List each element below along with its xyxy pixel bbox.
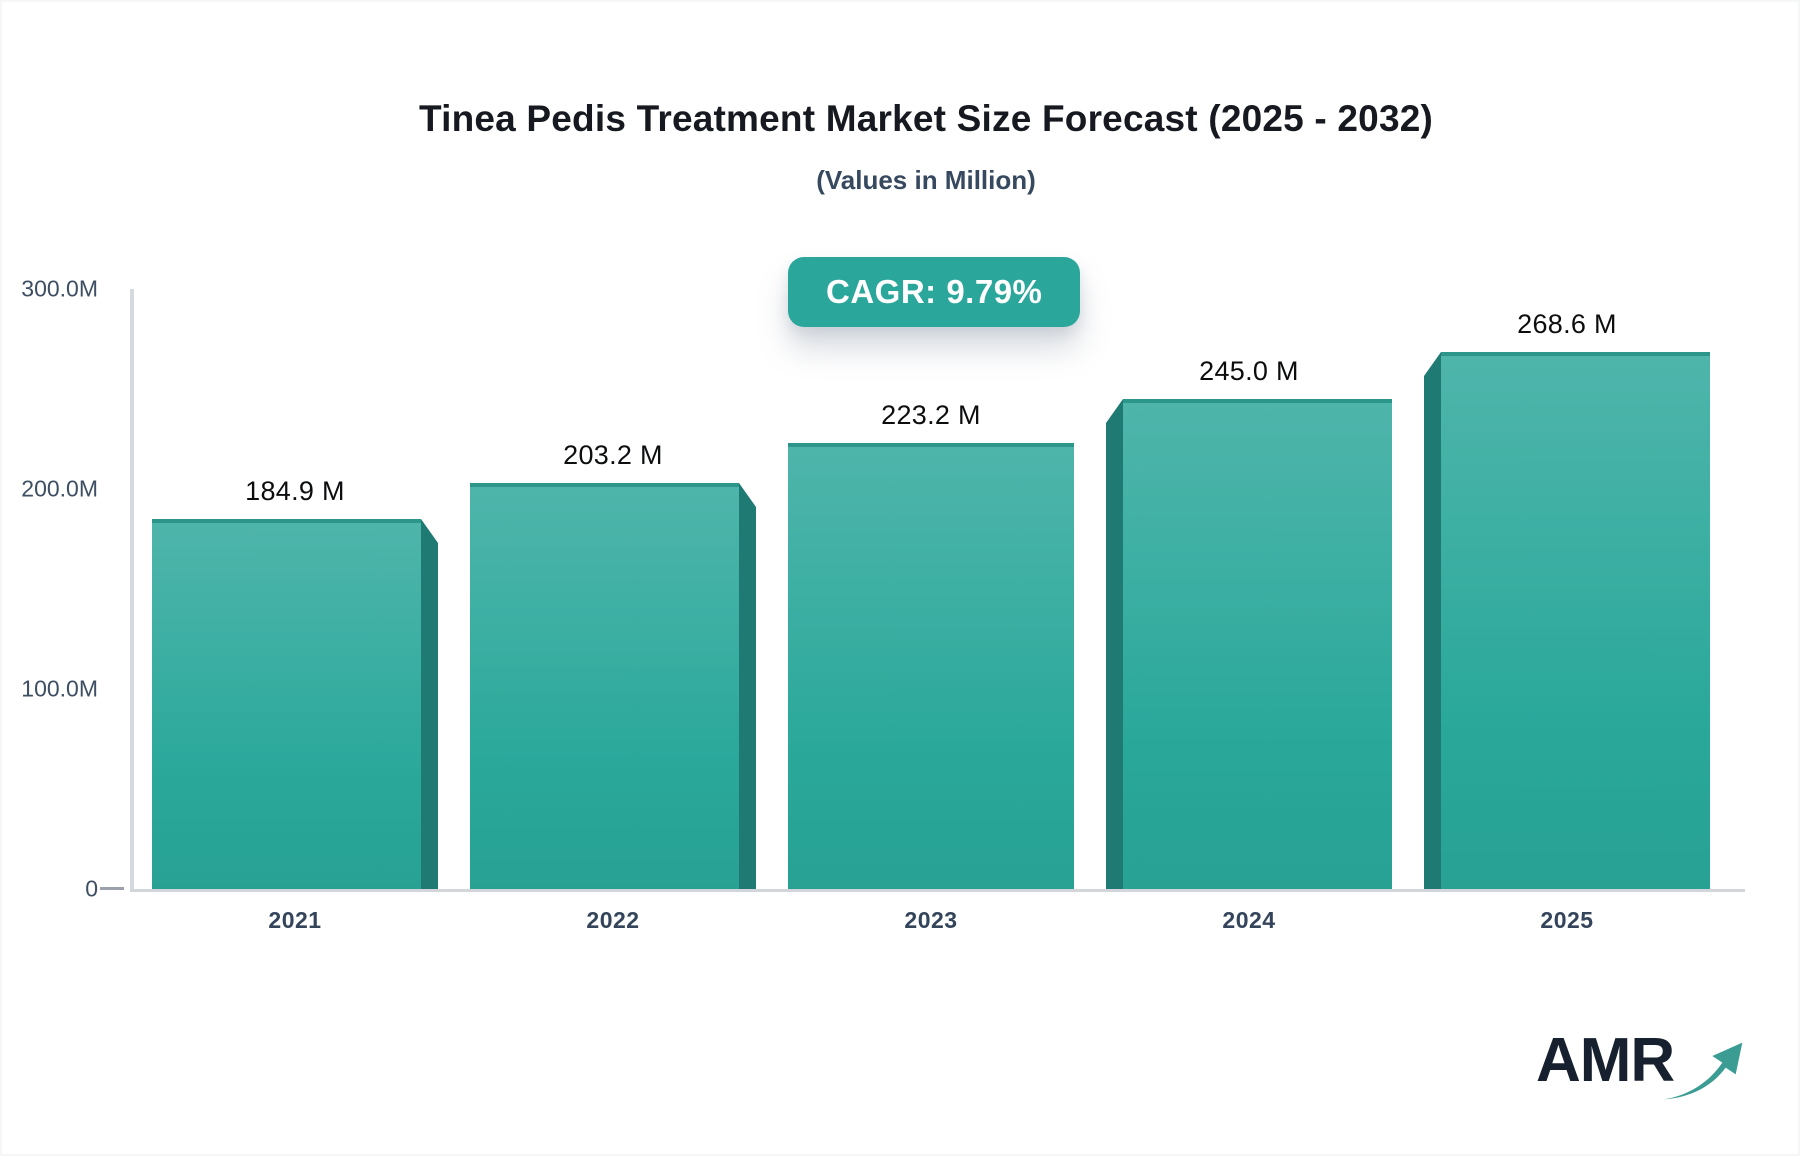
chart-subtitle: (Values in Million) [816, 164, 1036, 195]
x-axis-category-label: 2025 [1540, 907, 1594, 933]
bar-2023 [788, 443, 1074, 889]
bar-face [152, 519, 421, 889]
bar-2021 [152, 519, 438, 889]
chart-header: Tinea Pedis Treatment Market Size Foreca… [2, 98, 1800, 196]
bar-value-label: 268.6 M [1517, 309, 1617, 339]
y-tick-label: 100.0M [21, 675, 98, 702]
bar-2022 [470, 483, 756, 889]
bar-3d-edge [1424, 352, 1441, 889]
bar-face [1123, 399, 1392, 889]
y-tick-label: 300.0M [21, 275, 98, 302]
cagr-badge: CAGR: 9.79% [788, 257, 1081, 327]
bar-chart-plot: 300.0M 200.0M 100.0M 0 184.9 M 203.2 M 223.2 … [21, 276, 1745, 933]
x-axis-category-label: 2022 [586, 907, 640, 933]
bar-face [1441, 352, 1710, 889]
y-tick-label: 0 [85, 875, 98, 902]
x-axis-category-label: 2023 [904, 907, 958, 933]
bar-3d-edge [421, 519, 438, 889]
y-tick-label: 200.0M [21, 475, 98, 502]
y-axis-line [130, 289, 134, 889]
bar-value-label: 245.0 M [1199, 356, 1299, 386]
bar-value-label: 203.2 M [563, 440, 663, 470]
bar-face [788, 443, 1074, 889]
x-axis-line [130, 889, 1745, 892]
bar-3d-edge [739, 483, 756, 889]
amr-logo: AMR [1536, 1030, 1746, 1106]
bar-value-label: 184.9 M [245, 476, 345, 506]
bar-2024 [1106, 399, 1392, 889]
chart-title: Tinea Pedis Treatment Market Size Foreca… [418, 98, 1434, 139]
bar-value-label: 223.2 M [881, 400, 981, 430]
zero-tick-mark [100, 887, 124, 890]
x-axis-category-label: 2024 [1222, 907, 1276, 933]
cagr-badge-label: CAGR: 9.79% [826, 273, 1043, 310]
bar-2025 [1424, 352, 1710, 889]
trending-up-arrow-icon [1664, 1042, 1743, 1100]
x-axis-category-label: 2021 [268, 907, 322, 933]
bar-face [470, 483, 739, 889]
amr-logo-text: AMR [1536, 1026, 1675, 1095]
bar-3d-edge [1106, 399, 1123, 889]
